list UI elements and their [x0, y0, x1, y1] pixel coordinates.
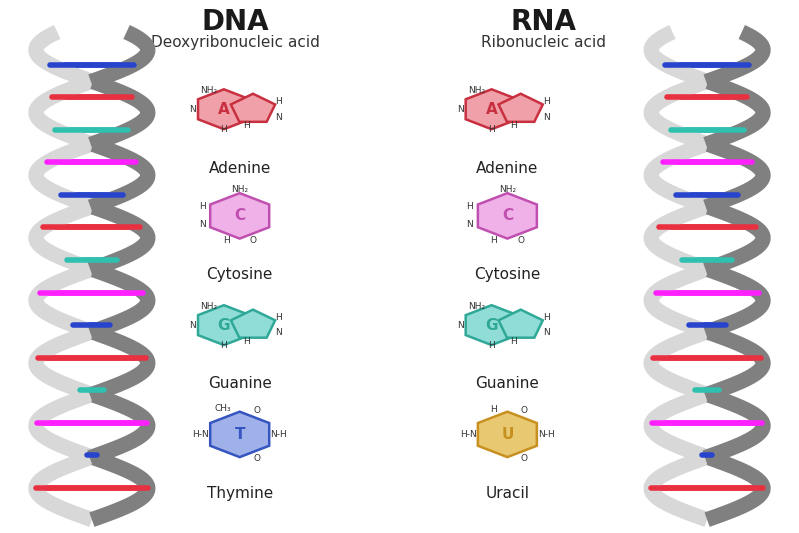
- Text: H: H: [467, 203, 473, 211]
- Polygon shape: [231, 94, 275, 122]
- Polygon shape: [198, 305, 250, 345]
- Text: Uracil: Uracil: [485, 486, 530, 500]
- Text: H: H: [511, 337, 517, 346]
- Polygon shape: [499, 94, 543, 122]
- Text: Guanine: Guanine: [475, 376, 539, 391]
- Text: H: H: [243, 121, 249, 130]
- Text: O: O: [518, 236, 524, 245]
- Text: NH₂: NH₂: [499, 185, 516, 194]
- Text: A: A: [218, 102, 230, 117]
- Text: N: N: [275, 112, 282, 122]
- Text: H-N: H-N: [459, 430, 476, 439]
- Text: Thymine: Thymine: [207, 486, 272, 500]
- Text: H: H: [243, 337, 249, 346]
- Text: U: U: [501, 427, 514, 442]
- Text: O: O: [521, 454, 528, 463]
- Text: H-N: H-N: [192, 430, 209, 439]
- Text: Deoxyribonucleic acid: Deoxyribonucleic acid: [151, 35, 320, 50]
- Text: N: N: [543, 112, 550, 122]
- Polygon shape: [478, 411, 537, 457]
- Text: G: G: [485, 318, 498, 333]
- Text: Ribonucleic acid: Ribonucleic acid: [481, 35, 606, 50]
- Text: H: H: [221, 341, 227, 350]
- Text: A: A: [486, 102, 498, 117]
- Text: N-H: N-H: [271, 430, 288, 439]
- Polygon shape: [210, 193, 269, 239]
- Text: H: H: [488, 341, 495, 350]
- Polygon shape: [466, 305, 518, 345]
- Polygon shape: [478, 193, 537, 239]
- Text: O: O: [250, 236, 256, 245]
- Text: Cytosine: Cytosine: [206, 267, 273, 282]
- Text: O: O: [253, 406, 260, 415]
- Text: H: H: [511, 121, 517, 130]
- Text: N-H: N-H: [539, 430, 555, 439]
- Text: N: N: [543, 328, 550, 337]
- Text: Adenine: Adenine: [476, 160, 539, 175]
- Text: Guanine: Guanine: [208, 376, 272, 391]
- Text: O: O: [253, 454, 260, 463]
- Text: H: H: [488, 125, 495, 134]
- Text: N: N: [457, 105, 463, 114]
- Text: T: T: [234, 427, 245, 442]
- Text: NH₂: NH₂: [231, 185, 248, 194]
- Text: H: H: [221, 125, 227, 134]
- Text: G: G: [217, 318, 230, 333]
- Text: H: H: [275, 313, 282, 322]
- Text: N: N: [189, 321, 196, 329]
- Text: H: H: [543, 313, 550, 322]
- Polygon shape: [210, 411, 269, 457]
- Text: C: C: [502, 208, 513, 223]
- Polygon shape: [198, 90, 250, 129]
- Polygon shape: [499, 310, 543, 338]
- Text: H: H: [275, 97, 282, 106]
- Text: N: N: [457, 321, 463, 329]
- Text: NH₂: NH₂: [201, 302, 217, 311]
- Text: N: N: [467, 221, 473, 229]
- Text: O: O: [521, 406, 528, 415]
- Text: C: C: [234, 208, 245, 223]
- Polygon shape: [466, 90, 518, 129]
- Text: NH₂: NH₂: [468, 86, 485, 95]
- Text: H: H: [491, 236, 497, 245]
- Text: H: H: [223, 236, 229, 245]
- Text: Cytosine: Cytosine: [474, 267, 541, 282]
- Polygon shape: [231, 310, 275, 338]
- Text: CH₃: CH₃: [214, 404, 231, 413]
- Text: N: N: [199, 221, 205, 229]
- Text: H: H: [491, 405, 497, 414]
- Text: H: H: [543, 97, 550, 106]
- Text: RNA: RNA: [511, 8, 576, 36]
- Text: N: N: [189, 105, 196, 114]
- Text: Adenine: Adenine: [209, 160, 271, 175]
- Text: N: N: [275, 328, 282, 337]
- Text: NH₂: NH₂: [468, 302, 485, 311]
- Text: NH₂: NH₂: [201, 86, 217, 95]
- Text: H: H: [199, 203, 205, 211]
- Text: DNA: DNA: [202, 8, 269, 36]
